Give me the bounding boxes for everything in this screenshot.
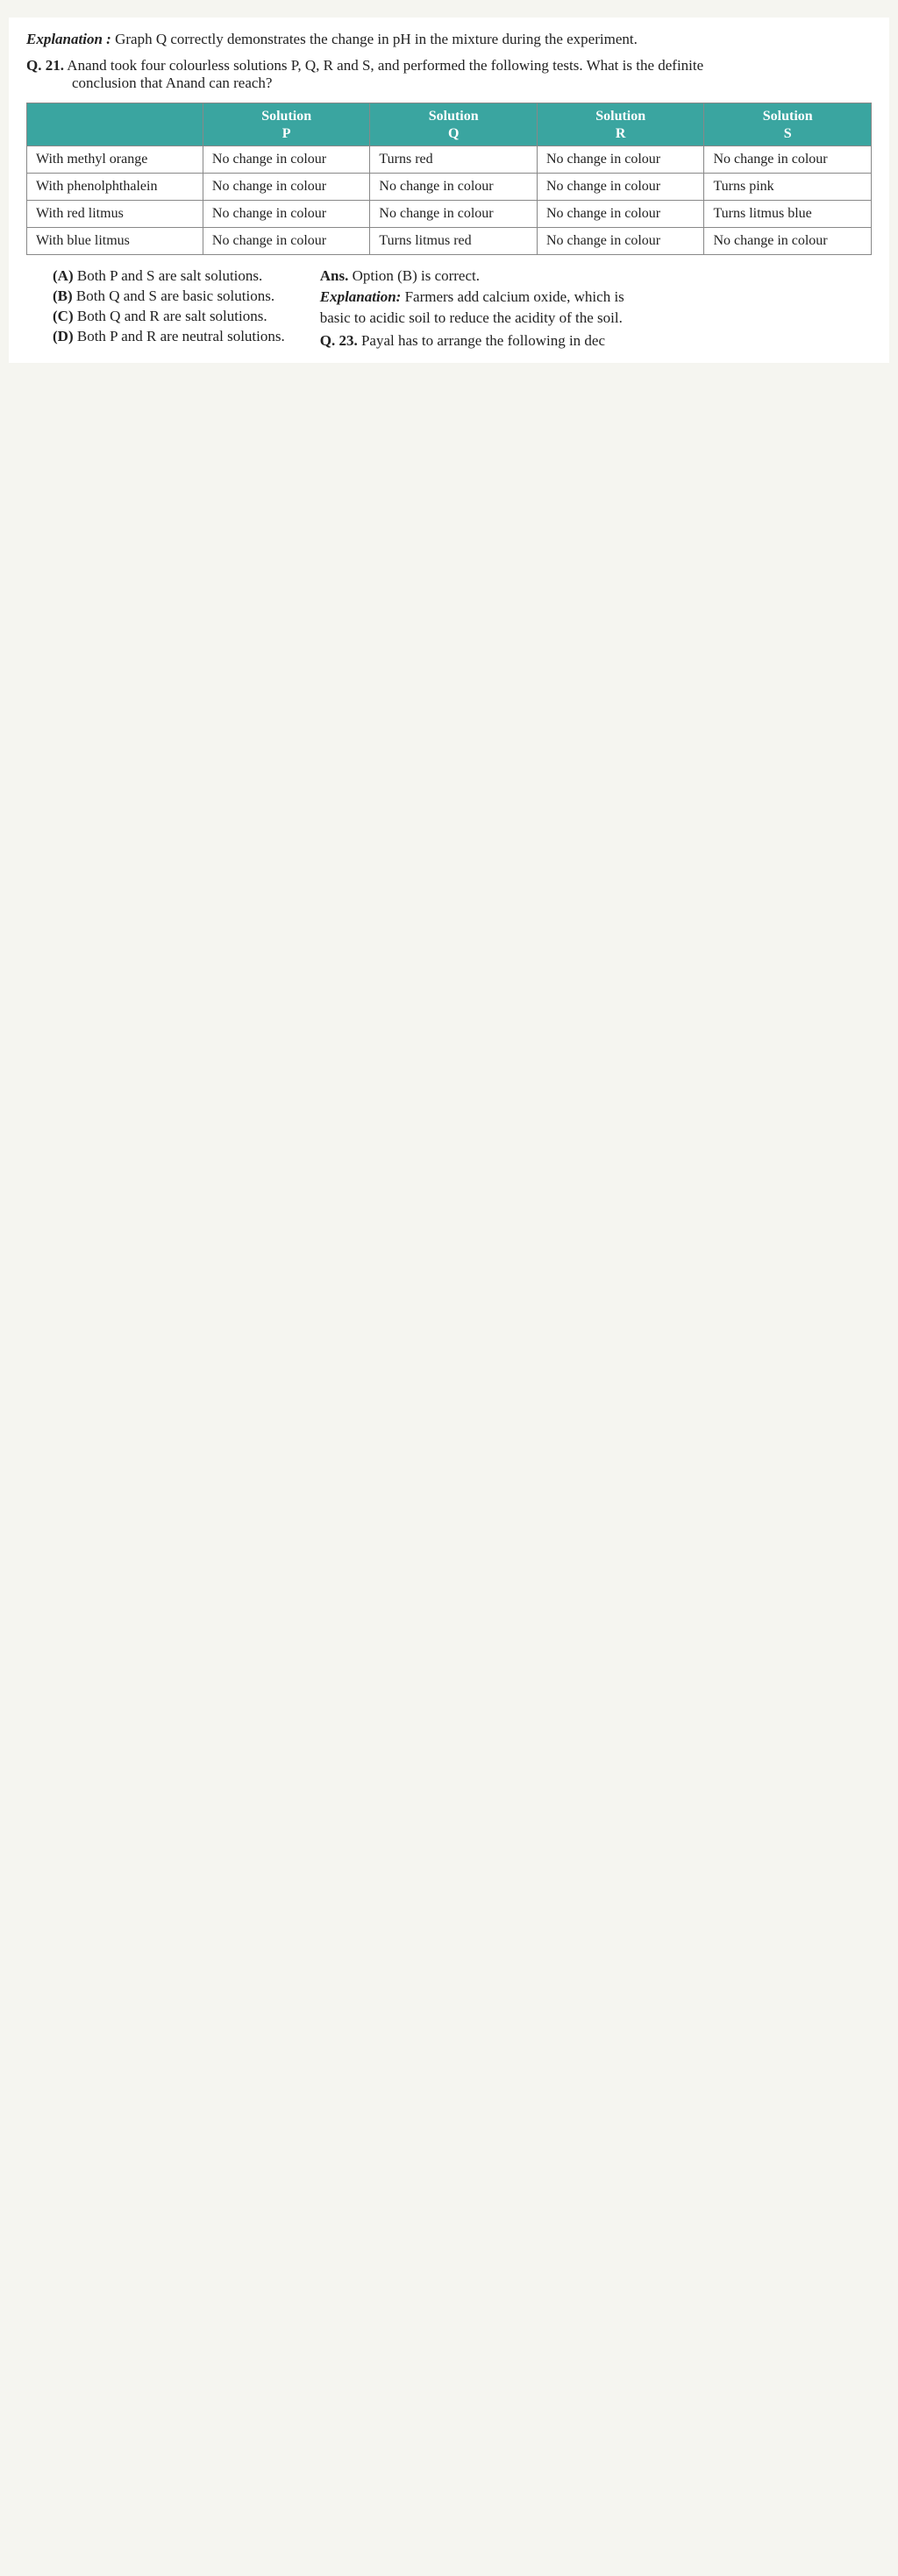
option-c: (C) Both Q and R are salt solutions.	[53, 308, 285, 325]
table-header-empty	[27, 103, 203, 146]
question-line2: conclusion that Anand can reach?	[26, 75, 872, 92]
table-header: Solution P Solution Q Solution R Solutio…	[27, 103, 872, 146]
table-row: With blue litmus No change in colour Tur…	[27, 228, 872, 255]
option-label: (D)	[53, 328, 74, 344]
header-top: Solution	[261, 109, 311, 124]
table-header-row: Solution P Solution Q Solution R Solutio…	[27, 103, 872, 146]
option-label: (C)	[53, 308, 74, 324]
q23-text: Payal has to arrange the following in de…	[358, 332, 605, 349]
row-label: With red litmus	[27, 201, 203, 228]
cell: No change in colour	[370, 174, 538, 201]
top-explanation-label: Explanation :	[26, 31, 111, 47]
option-label: (A)	[53, 267, 74, 284]
answer-label: Ans.	[320, 267, 349, 284]
cell: Turns pink	[704, 174, 872, 201]
option-text: Both P and S are salt solutions.	[74, 267, 263, 284]
option-b: (B) Both Q and S are basic solutions.	[53, 287, 285, 305]
cell: No change in colour	[704, 228, 872, 255]
cell: No change in colour	[537, 201, 704, 228]
cell: No change in colour	[203, 228, 370, 255]
cell: No change in colour	[370, 201, 538, 228]
answer-line: Ans. Option (B) is correct.	[320, 267, 872, 285]
cell: No change in colour	[704, 146, 872, 174]
table-row: With methyl orange No change in colour T…	[27, 146, 872, 174]
header-top: Solution	[595, 109, 645, 124]
header-sub: Q	[377, 126, 530, 142]
row-label: With phenolphthalein	[27, 174, 203, 201]
explanation-line2: basic to acidic soil to reduce the acidi…	[320, 309, 872, 327]
options-list: (A) Both P and S are salt solutions. (B)…	[26, 267, 285, 350]
cell: Turns red	[370, 146, 538, 174]
cell: No change in colour	[537, 174, 704, 201]
cell: No change in colour	[537, 146, 704, 174]
options-block: (A) Both P and S are salt solutions. (B)…	[26, 267, 872, 350]
cell: Turns litmus red	[370, 228, 538, 255]
option-text: Both Q and S are basic solutions.	[73, 287, 274, 304]
header-sub: P	[210, 126, 363, 142]
cell: No change in colour	[203, 146, 370, 174]
top-explanation: Explanation : Graph Q correctly demonstr…	[26, 31, 872, 48]
q23-number: Q. 23.	[320, 332, 358, 349]
option-label: (B)	[53, 287, 73, 304]
table-row: With red litmus No change in colour No c…	[27, 201, 872, 228]
table-header-p: Solution P	[203, 103, 370, 146]
solutions-table: Solution P Solution Q Solution R Solutio…	[26, 103, 872, 255]
header-top: Solution	[429, 109, 479, 124]
option-text: Both P and R are neutral solutions.	[74, 328, 285, 344]
row-label: With blue litmus	[27, 228, 203, 255]
cell: No change in colour	[537, 228, 704, 255]
option-text: Both Q and R are salt solutions.	[74, 308, 267, 324]
table-header-r: Solution R	[537, 103, 704, 146]
top-explanation-text: Graph Q correctly demonstrates the chang…	[111, 31, 638, 47]
row-label: With methyl orange	[27, 146, 203, 174]
cell: Turns litmus blue	[704, 201, 872, 228]
header-sub: S	[711, 126, 864, 142]
explanation-text2: basic to acidic soil to reduce the acidi…	[320, 309, 623, 326]
cell: No change in colour	[203, 201, 370, 228]
table-row: With phenolphthalein No change in colour…	[27, 174, 872, 201]
answer-block: Ans. Option (B) is correct. Explanation:…	[320, 267, 872, 350]
question-number: Q. 21.	[26, 57, 64, 74]
table-body: With methyl orange No change in colour T…	[27, 146, 872, 255]
option-d: (D) Both P and R are neutral solutions.	[53, 328, 285, 345]
cell: No change in colour	[203, 174, 370, 201]
table-header-q: Solution Q	[370, 103, 538, 146]
explanation-line1: Explanation: Farmers add calcium oxide, …	[320, 288, 872, 306]
question-21: Q. 21. Anand took four colourless soluti…	[26, 57, 872, 92]
answer-text: Option (B) is correct.	[348, 267, 480, 284]
explanation-label: Explanation:	[320, 288, 402, 305]
table-header-s: Solution S	[704, 103, 872, 146]
option-a: (A) Both P and S are salt solutions.	[53, 267, 285, 285]
header-top: Solution	[763, 109, 813, 124]
question-23: Q. 23. Payal has to arrange the followin…	[320, 332, 872, 350]
header-sub: R	[545, 126, 697, 142]
explanation-text1: Farmers add calcium oxide, which is	[401, 288, 624, 305]
question-line1: Anand took four colourless solutions P, …	[64, 57, 703, 74]
page-container: Explanation : Graph Q correctly demonstr…	[9, 18, 889, 363]
